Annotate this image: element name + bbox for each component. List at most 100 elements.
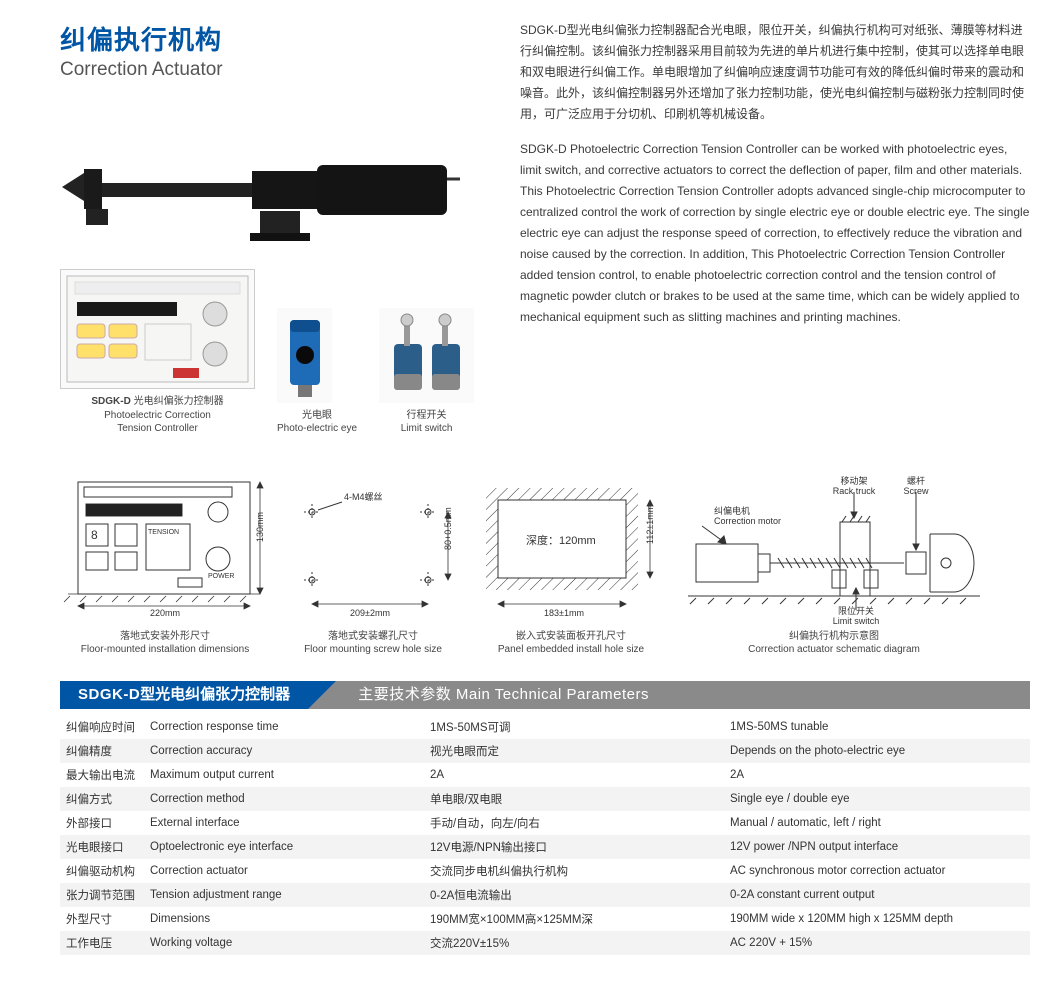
cell: AC synchronous motor correction actuator bbox=[730, 859, 1030, 883]
main-zh: 主要技术参数 bbox=[358, 686, 451, 703]
cell: 光电眼接口 bbox=[60, 835, 150, 859]
eye-en: Photo-electric eye bbox=[277, 422, 357, 436]
cell: 1MS-50MS可调 bbox=[430, 715, 730, 739]
cell: 外型尺寸 bbox=[60, 907, 150, 931]
cell: Optoelectronic eye interface bbox=[150, 835, 430, 859]
cell: 0-2A恒电流输出 bbox=[430, 883, 730, 907]
svg-text:209±2mm: 209±2mm bbox=[350, 608, 390, 618]
comp-limit: 行程开关 Limit switch bbox=[379, 308, 474, 436]
d4-en: Correction actuator schematic diagram bbox=[684, 643, 984, 657]
svg-text:8: 8 bbox=[91, 528, 98, 542]
table-row: 张力调节范围Tension adjustment range0-2A恒电流输出0… bbox=[60, 883, 1030, 907]
cell: AC 220V + 15% bbox=[730, 931, 1030, 955]
cell: 交流同步电机纠偏执行机构 bbox=[430, 859, 730, 883]
table-row: 外部接口External interface手动/自动，向左/向右Manual … bbox=[60, 811, 1030, 835]
table-row: 工作电压Working voltage交流220V±15%AC 220V + 1… bbox=[60, 931, 1030, 955]
cell: Correction response time bbox=[150, 715, 430, 739]
title-zh: 纠偏执行机构 bbox=[60, 20, 490, 57]
d4-zh: 纠偏执行机构示意图 bbox=[684, 630, 984, 644]
cell: 2A bbox=[430, 763, 730, 787]
svg-text:纠偏电机: 纠偏电机 bbox=[714, 505, 750, 516]
svg-text:130mm: 130mm bbox=[255, 511, 265, 541]
params-header: SDGK-D型光电纠偏张力控制器 主要技术参数 Main Technical P… bbox=[60, 681, 1030, 709]
cell: Maximum output current bbox=[150, 763, 430, 787]
comp-controller: SDGK-D 光电纠偏张力控制器 Photoelectric Correctio… bbox=[60, 269, 255, 436]
d2-en: Floor mounting screw hole size bbox=[288, 643, 458, 657]
table-row: 纠偏响应时间Correction response time1MS-50MS可调… bbox=[60, 715, 1030, 739]
model-suffix: 型光电纠偏张力控制器 bbox=[140, 686, 290, 703]
svg-text:POWER: POWER bbox=[208, 573, 234, 580]
comp-eye: 光电眼 Photo-electric eye bbox=[277, 308, 357, 436]
svg-text:80+0.5mm: 80+0.5mm bbox=[443, 507, 453, 550]
controller-en1: Photoelectric Correction bbox=[60, 409, 255, 423]
svg-text:4-M4螺丝: 4-M4螺丝 bbox=[344, 491, 383, 502]
cell: Working voltage bbox=[150, 931, 430, 955]
controller-en2: Tension Controller bbox=[60, 422, 255, 436]
cell: 190MM宽×100MM高×125MM深 bbox=[430, 907, 730, 931]
title-en: Correction Actuator bbox=[60, 59, 490, 81]
d1-en: Floor-mounted installation dimensions bbox=[60, 643, 270, 657]
cell: Correction method bbox=[150, 787, 430, 811]
table-row: 纠偏方式Correction method单电眼/双电眼Single eye /… bbox=[60, 787, 1030, 811]
svg-text:限位开关: 限位开关 bbox=[838, 605, 874, 616]
cell: Depends on the photo-electric eye bbox=[730, 739, 1030, 763]
d1-zh: 落地式安装外形尺寸 bbox=[60, 630, 270, 644]
svg-text:Screw: Screw bbox=[903, 486, 929, 496]
cell: 最大输出电流 bbox=[60, 763, 150, 787]
cell: Single eye / double eye bbox=[730, 787, 1030, 811]
controller-code: SDGK-D bbox=[91, 396, 130, 407]
description-zh: SDGK-D型光电纠偏张力控制器配合光电眼，限位开关，纠偏执行机构可对纸张、薄膜… bbox=[520, 20, 1030, 125]
diagram-screw-holes: 4-M4螺丝 209±2mm 80+0.5mm 落地式安装螺孔尺寸 Floor … bbox=[288, 474, 458, 657]
table-row: 光电眼接口Optoelectronic eye interface12V电源/N… bbox=[60, 835, 1030, 859]
eye-zh: 光电眼 bbox=[277, 409, 357, 423]
diagram-floor-dims: 8 TENSION POWER bbox=[60, 474, 270, 657]
cell: 单电眼/双电眼 bbox=[430, 787, 730, 811]
svg-text:112±1mm: 112±1mm bbox=[645, 504, 655, 543]
cell: 190MM wide x 120MM high x 125MM depth bbox=[730, 907, 1030, 931]
cell: 纠偏精度 bbox=[60, 739, 150, 763]
cell: 交流220V±15% bbox=[430, 931, 730, 955]
svg-text:220mm: 220mm bbox=[150, 608, 180, 618]
cell: Tension adjustment range bbox=[150, 883, 430, 907]
cell: 0-2A constant current output bbox=[730, 883, 1030, 907]
d3-en: Panel embedded install hole size bbox=[476, 643, 666, 657]
table-row: 纠偏精度Correction accuracy视光电眼而定Depends on … bbox=[60, 739, 1030, 763]
cell: 纠偏驱动机构 bbox=[60, 859, 150, 883]
limit-zh: 行程开关 bbox=[379, 409, 474, 423]
cell: 张力调节范围 bbox=[60, 883, 150, 907]
d2-zh: 落地式安装螺孔尺寸 bbox=[288, 630, 458, 644]
description-en: SDGK-D Photoelectric Correction Tension … bbox=[520, 139, 1030, 328]
cell: 手动/自动，向左/向右 bbox=[430, 811, 730, 835]
cell: Manual / automatic, left / right bbox=[730, 811, 1030, 835]
cell: 纠偏方式 bbox=[60, 787, 150, 811]
table-row: 最大输出电流Maximum output current2A2A bbox=[60, 763, 1030, 787]
cell: Correction actuator bbox=[150, 859, 430, 883]
limit-en: Limit switch bbox=[379, 422, 474, 436]
model-code: SDGK-D bbox=[78, 686, 140, 703]
diagram-schematic: 移动架 Rack truck 螺杆 Screw 纠偏电机 Correction … bbox=[684, 474, 984, 657]
main-en: Main Technical Parameters bbox=[456, 686, 649, 703]
cell: Correction accuracy bbox=[150, 739, 430, 763]
cell: 12V power /NPN output interface bbox=[730, 835, 1030, 859]
table-row: 纠偏驱动机构Correction actuator交流同步电机纠偏执行机构AC … bbox=[60, 859, 1030, 883]
cell: 1MS-50MS tunable bbox=[730, 715, 1030, 739]
controller-zh: 光电纠偏张力控制器 bbox=[134, 396, 224, 407]
svg-text:深度：120mm: 深度：120mm bbox=[526, 533, 596, 547]
diagram-panel-hole: 深度：120mm 183±1mm 112±1mm 嵌入式安装面板开孔尺寸 Pan… bbox=[476, 474, 666, 657]
cell: 12V电源/NPN输出接口 bbox=[430, 835, 730, 859]
svg-text:Correction motor: Correction motor bbox=[714, 516, 781, 526]
svg-text:移动架: 移动架 bbox=[840, 475, 867, 486]
cell: External interface bbox=[150, 811, 430, 835]
cell: Dimensions bbox=[150, 907, 430, 931]
cell: 2A bbox=[730, 763, 1030, 787]
svg-text:螺杆: 螺杆 bbox=[907, 475, 925, 486]
cell: 外部接口 bbox=[60, 811, 150, 835]
table-row: 外型尺寸Dimensions190MM宽×100MM高×125MM深190MM … bbox=[60, 907, 1030, 931]
svg-text:TENSION: TENSION bbox=[148, 529, 179, 536]
svg-text:Limit switch: Limit switch bbox=[833, 616, 880, 624]
svg-text:Rack truck: Rack truck bbox=[833, 486, 876, 496]
svg-text:183±1mm: 183±1mm bbox=[544, 608, 584, 618]
params-table: 纠偏响应时间Correction response time1MS-50MS可调… bbox=[60, 715, 1030, 955]
d3-zh: 嵌入式安装面板开孔尺寸 bbox=[476, 630, 666, 644]
cell: 工作电压 bbox=[60, 931, 150, 955]
